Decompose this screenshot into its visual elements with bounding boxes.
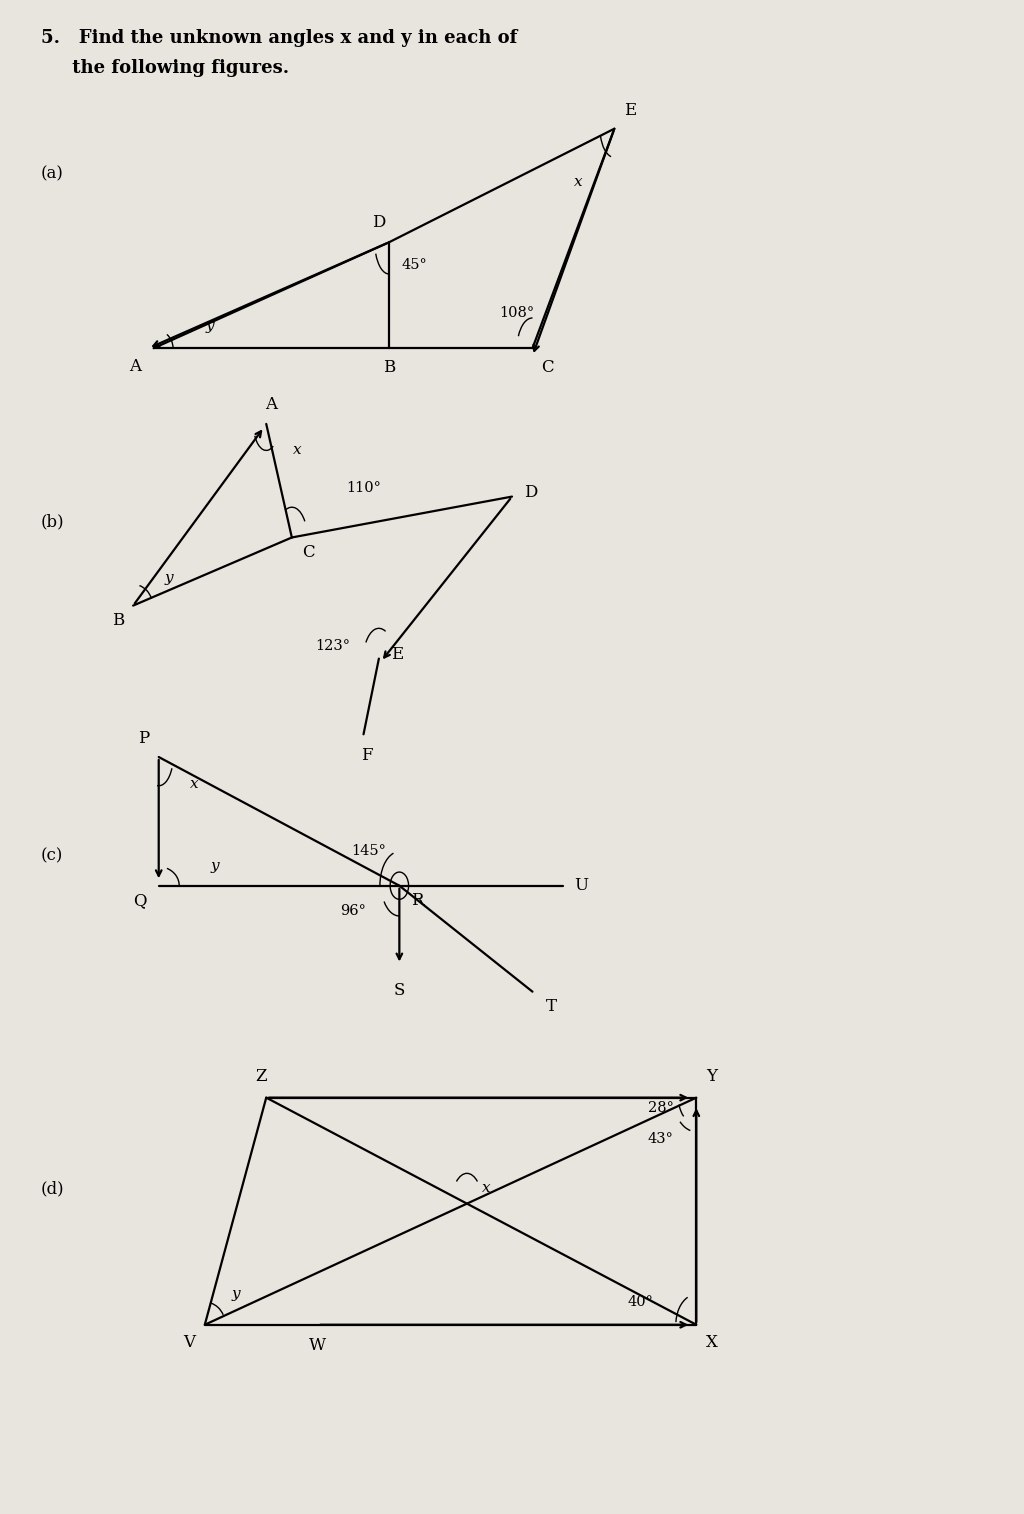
Text: Q: Q — [133, 892, 147, 910]
Text: P: P — [138, 730, 148, 748]
Text: T: T — [546, 998, 556, 1016]
Text: F: F — [360, 746, 373, 765]
Text: X: X — [706, 1334, 718, 1352]
Text: y: y — [206, 318, 214, 333]
Text: E: E — [624, 101, 636, 120]
Text: 110°: 110° — [346, 480, 381, 495]
Text: (c): (c) — [41, 846, 63, 864]
Text: 108°: 108° — [500, 306, 535, 321]
Text: 145°: 145° — [351, 843, 386, 858]
Text: A: A — [129, 357, 141, 375]
Text: 45°: 45° — [401, 257, 428, 273]
Text: (a): (a) — [41, 165, 63, 183]
Text: B: B — [112, 612, 124, 630]
Text: Z: Z — [255, 1067, 267, 1086]
Text: 40°: 40° — [627, 1294, 653, 1310]
Text: (b): (b) — [41, 513, 65, 531]
Text: 96°: 96° — [340, 904, 367, 919]
Text: A: A — [265, 395, 278, 413]
Text: x: x — [293, 442, 301, 457]
Text: x: x — [190, 777, 199, 792]
Text: V: V — [183, 1334, 196, 1352]
Text: y: y — [211, 858, 219, 874]
Text: the following figures.: the following figures. — [41, 59, 289, 77]
Text: 43°: 43° — [647, 1131, 674, 1146]
Text: Y: Y — [707, 1067, 717, 1086]
Text: B: B — [383, 359, 395, 377]
Text: y: y — [231, 1287, 240, 1302]
Text: x: x — [482, 1181, 490, 1196]
Text: C: C — [302, 544, 314, 562]
Text: U: U — [574, 877, 589, 895]
Text: (d): (d) — [41, 1179, 65, 1198]
Text: E: E — [391, 645, 403, 663]
Text: D: D — [372, 213, 386, 232]
Text: 5.   Find the unknown angles x and y in each of: 5. Find the unknown angles x and y in ea… — [41, 29, 517, 47]
Text: 123°: 123° — [315, 639, 350, 654]
Text: R: R — [412, 892, 424, 910]
Text: x: x — [574, 174, 583, 189]
Text: W: W — [309, 1337, 326, 1355]
Text: S: S — [393, 981, 406, 999]
Text: C: C — [542, 359, 554, 377]
Text: D: D — [523, 483, 538, 501]
Text: y: y — [165, 571, 173, 586]
Text: 28°: 28° — [647, 1101, 674, 1116]
